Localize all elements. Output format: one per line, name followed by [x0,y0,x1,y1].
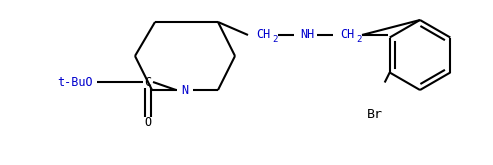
Text: NH: NH [300,29,314,42]
Text: t-BuO: t-BuO [57,76,93,88]
Text: 2: 2 [356,34,361,44]
Text: 2: 2 [272,34,278,44]
Text: C: C [144,76,151,88]
Text: Br: Br [367,109,383,121]
Text: N: N [181,83,188,97]
Text: CH: CH [256,29,270,42]
Text: CH: CH [340,29,354,42]
Text: O: O [144,115,151,129]
